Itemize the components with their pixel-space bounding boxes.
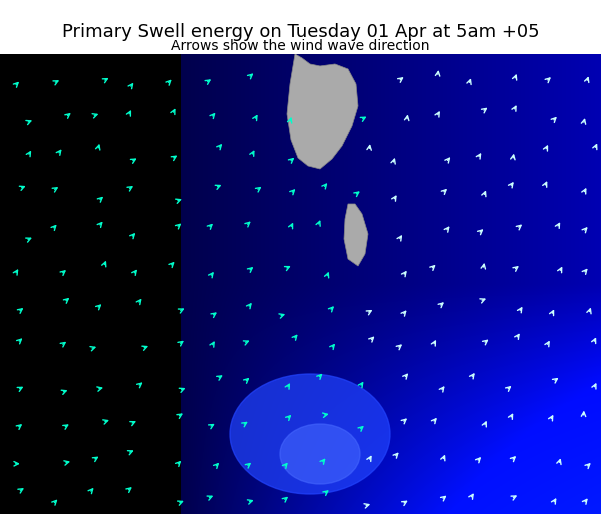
- Polygon shape: [344, 204, 368, 266]
- Text: Arrows show the wind wave direction: Arrows show the wind wave direction: [171, 39, 430, 52]
- Text: Primary Swell energy on Tuesday 01 Apr at 5am +05: Primary Swell energy on Tuesday 01 Apr a…: [62, 23, 539, 41]
- Ellipse shape: [280, 424, 360, 484]
- Polygon shape: [287, 54, 358, 169]
- Ellipse shape: [230, 374, 390, 494]
